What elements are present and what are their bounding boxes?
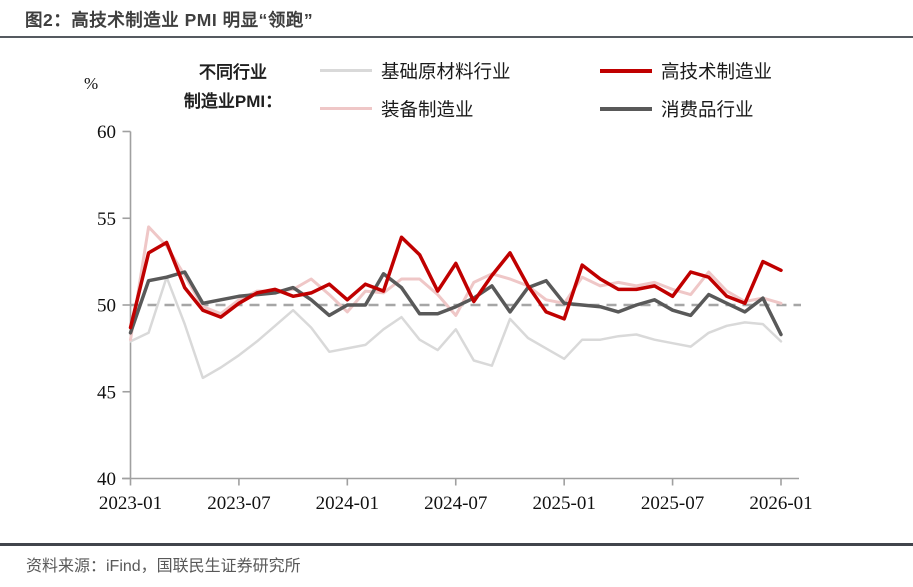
- legend-swatch-icon: [600, 68, 652, 73]
- legend-item-1: 高技术制造业: [600, 60, 880, 83]
- x-tick-label: 2023-01: [99, 493, 162, 514]
- legend-item-2: 装备制造业: [320, 98, 600, 121]
- x-tick-label: 2026-01: [749, 493, 812, 514]
- source-note: 资料来源：iFind，国联民生证券研究所: [26, 558, 301, 575]
- chart-legend: 基础原材料行业 高技术制造业装备制造业 消费品行业: [320, 60, 880, 121]
- legend-heading: 不同行业 制造业PMI：: [158, 58, 308, 116]
- legend-item-label: 消费品行业: [661, 100, 754, 121]
- legend-swatch-icon: [320, 69, 372, 72]
- legend-item-label: 高技术制造业: [661, 62, 773, 83]
- series-line-基础原材料行业: [129, 275, 783, 380]
- series-line-装备制造业: [129, 225, 783, 342]
- y-axis-unit-label: %: [84, 74, 99, 93]
- y-tick-label: 45: [97, 382, 116, 403]
- legend-item-3: 消费品行业: [600, 98, 880, 121]
- legend-item-label: 装备制造业: [381, 100, 474, 121]
- x-tick-label: 2025-01: [533, 493, 596, 514]
- legend-swatch-icon: [600, 106, 652, 111]
- legend-heading-line1: 不同行业: [199, 63, 267, 82]
- legend-heading-line2: 制造业PMI：: [183, 92, 283, 111]
- series-line-消费品行业: [128, 270, 783, 337]
- x-tick-label: 2024-07: [424, 493, 487, 514]
- series-line-高技术制造业: [128, 235, 783, 330]
- title-underline: [0, 36, 913, 38]
- y-tick-label: 40: [97, 469, 116, 490]
- legend-item-0: 基础原材料行业: [320, 60, 600, 83]
- x-tick-label: 2025-07: [641, 493, 704, 514]
- footer-divider: [0, 543, 913, 546]
- y-tick-label: 60: [97, 122, 116, 143]
- page-title: 图2：高技术制造业 PMI 明显“领跑”: [25, 10, 314, 30]
- y-tick-label: 50: [97, 296, 116, 317]
- x-tick-label: 2023-07: [207, 493, 270, 514]
- x-tick-label: 2024-01: [316, 493, 379, 514]
- legend-item-label: 基础原材料行业: [381, 62, 511, 83]
- y-tick-label: 55: [97, 209, 116, 230]
- legend-swatch-icon: [320, 107, 372, 110]
